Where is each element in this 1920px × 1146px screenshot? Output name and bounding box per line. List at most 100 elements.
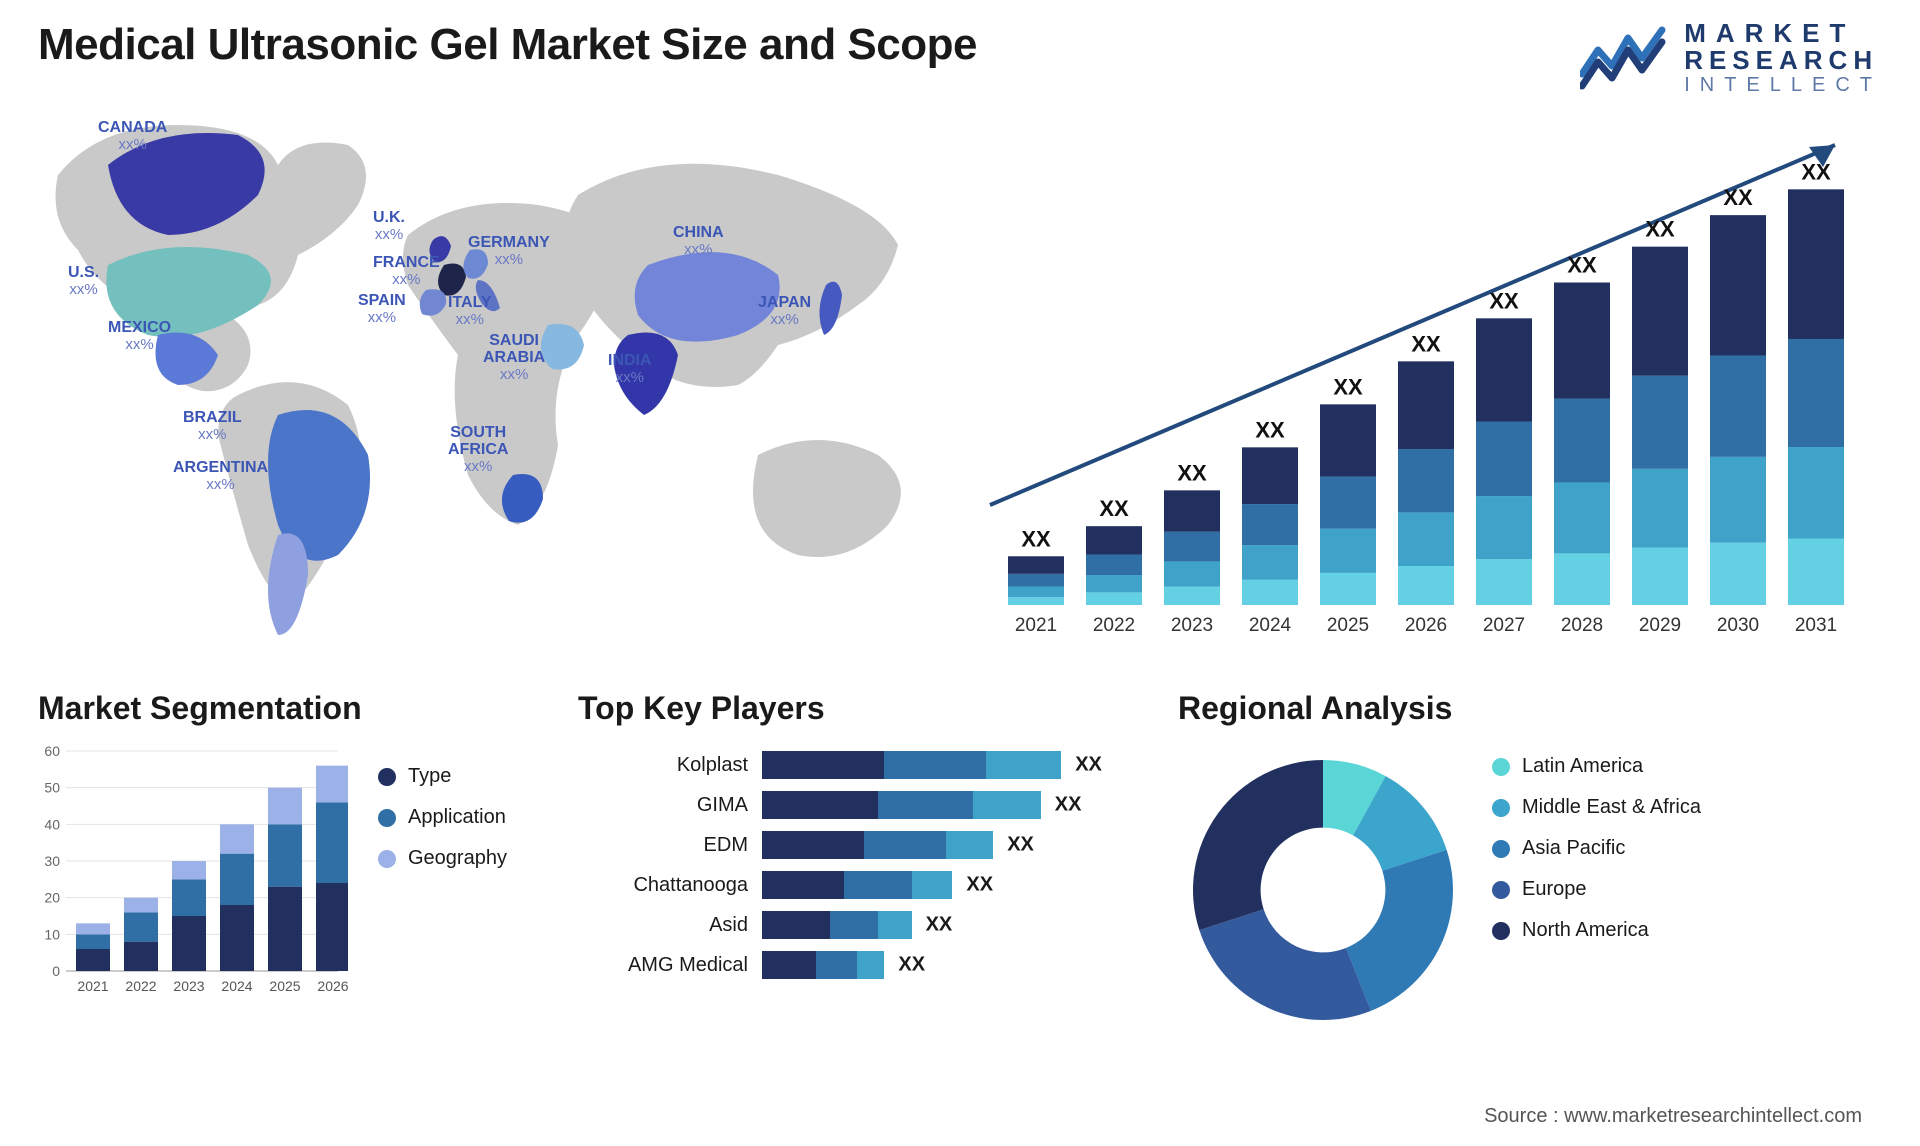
regional-legend: Latin America Middle East & Africa Asia Pa… xyxy=(1492,745,1882,942)
player-value: XX xyxy=(1007,834,1034,857)
svg-text:10: 10 xyxy=(44,926,60,942)
svg-text:2031: 2031 xyxy=(1795,615,1837,635)
map-label-italy: ITALYxx% xyxy=(448,295,492,328)
svg-text:2024: 2024 xyxy=(221,978,252,994)
player-value: XX xyxy=(966,874,993,897)
map-label-canada: CANADAxx% xyxy=(98,120,167,153)
player-row: Kolplast XX xyxy=(578,751,1138,779)
logo-line-3: INTELLECT xyxy=(1684,75,1882,96)
logo-line-2: RESEARCH xyxy=(1684,47,1882,74)
segmentation-legend-item: Type xyxy=(378,765,507,788)
svg-text:2025: 2025 xyxy=(1327,615,1369,635)
player-value: XX xyxy=(898,954,925,977)
svg-text:0: 0 xyxy=(52,963,60,979)
svg-text:XX: XX xyxy=(1489,288,1519,313)
brand-logo: MARKET RESEARCH INTELLECT xyxy=(1580,20,1882,96)
map-label-spain: SPAINxx% xyxy=(358,293,406,326)
regional-title: Regional Analysis xyxy=(1178,690,1882,727)
map-label-france: FRANCExx% xyxy=(373,255,440,288)
regional-legend-item: Latin America xyxy=(1492,755,1882,778)
world-map: CANADAxx% U.S.xx% MEXICOxx% BRAZILxx% ARGENT… xyxy=(38,115,948,655)
map-label-us: U.S.xx% xyxy=(68,265,99,298)
svg-text:2021: 2021 xyxy=(77,978,108,994)
map-label-uk: U.K.xx% xyxy=(373,210,405,243)
map-label-india: INDIAxx% xyxy=(608,353,652,386)
source-line: Source : www.marketresearchintellect.com xyxy=(1484,1105,1862,1128)
player-name: Chattanooga xyxy=(578,874,748,897)
svg-text:XX: XX xyxy=(1021,526,1051,551)
map-label-argentina: ARGENTINAxx% xyxy=(173,460,268,493)
svg-text:2029: 2029 xyxy=(1639,615,1681,635)
svg-text:XX: XX xyxy=(1177,460,1207,485)
players-title: Top Key Players xyxy=(578,690,1138,727)
players-chart: Kolplast XX GIMA XX EDM XX Chattanooga XX Asid XX… xyxy=(578,745,1138,1086)
regional-panel: Regional Analysis Latin America Middle Ea… xyxy=(1178,690,1882,1086)
segmentation-legend-item: Application xyxy=(378,806,507,829)
page-title: Medical Ultrasonic Gel Market Size and S… xyxy=(38,20,977,70)
player-name: AMG Medical xyxy=(578,954,748,977)
svg-text:30: 30 xyxy=(44,853,60,869)
svg-text:XX: XX xyxy=(1801,159,1831,184)
svg-text:2022: 2022 xyxy=(1093,615,1135,635)
player-name: EDM xyxy=(578,834,748,857)
player-row: AMG Medical XX xyxy=(578,951,1138,979)
map-label-japan: JAPANxx% xyxy=(758,295,811,328)
svg-text:20: 20 xyxy=(44,890,60,906)
svg-text:XX: XX xyxy=(1645,217,1675,242)
regional-donut xyxy=(1178,745,1468,1035)
player-value: XX xyxy=(1055,794,1082,817)
player-name: Asid xyxy=(578,914,748,937)
map-label-germany: GERMANYxx% xyxy=(468,235,550,268)
player-value: XX xyxy=(1075,754,1102,777)
player-name: Kolplast xyxy=(578,754,748,777)
map-label-sa: SOUTHAFRICAxx% xyxy=(448,425,508,474)
svg-text:2021: 2021 xyxy=(1015,615,1057,635)
regional-legend-item: Asia Pacific xyxy=(1492,837,1882,860)
forecast-chart: XX 2021 XX 2022 XX 2023 XX 2024 XX 2025 XX 2026 XX 20… xyxy=(980,135,1860,635)
logo-line-1: MARKET xyxy=(1684,20,1882,47)
map-label-china: CHINAxx% xyxy=(673,225,724,258)
player-name: GIMA xyxy=(578,794,748,817)
segmentation-legend: Type Application Geography xyxy=(378,745,507,1086)
svg-text:2022: 2022 xyxy=(125,978,156,994)
segmentation-legend-item: Geography xyxy=(378,847,507,870)
svg-text:2026: 2026 xyxy=(317,978,348,994)
players-panel: Top Key Players KolplastXXGIMAXXEDMXXCha… xyxy=(578,690,1138,1086)
svg-text:XX: XX xyxy=(1411,331,1441,356)
world-map-svg xyxy=(38,115,948,655)
svg-text:2023: 2023 xyxy=(173,978,204,994)
segmentation-panel: Market Segmentation 0 10 20 30 40 50 60 2021 202… xyxy=(38,690,538,1086)
svg-text:XX: XX xyxy=(1099,496,1129,521)
segmentation-title: Market Segmentation xyxy=(38,690,538,727)
logo-mark-icon xyxy=(1580,26,1666,90)
svg-text:60: 60 xyxy=(44,745,60,759)
regional-legend-item: North America xyxy=(1492,919,1882,942)
svg-text:40: 40 xyxy=(44,816,60,832)
svg-text:2027: 2027 xyxy=(1483,615,1525,635)
svg-text:XX: XX xyxy=(1333,374,1363,399)
svg-text:XX: XX xyxy=(1255,417,1285,442)
player-value: XX xyxy=(926,914,953,937)
svg-text:50: 50 xyxy=(44,780,60,796)
map-label-mexico: MEXICOxx% xyxy=(108,320,171,353)
forecast-chart-svg: XX 2021 XX 2022 XX 2023 XX 2024 XX 2025 XX 2026 XX 20… xyxy=(980,135,1860,635)
svg-text:2025: 2025 xyxy=(269,978,300,994)
player-row: EDM XX xyxy=(578,831,1138,859)
svg-text:2028: 2028 xyxy=(1561,615,1603,635)
map-label-saudi: SAUDIARABIAxx% xyxy=(483,333,545,382)
bottom-panels: Market Segmentation 0 10 20 30 40 50 60 2021 202… xyxy=(38,690,1882,1086)
svg-text:XX: XX xyxy=(1567,253,1597,278)
svg-text:2023: 2023 xyxy=(1171,615,1213,635)
player-row: Asid XX xyxy=(578,911,1138,939)
svg-text:2030: 2030 xyxy=(1717,615,1759,635)
svg-text:2024: 2024 xyxy=(1249,615,1292,635)
svg-text:XX: XX xyxy=(1723,185,1753,210)
map-label-brazil: BRAZILxx% xyxy=(183,410,242,443)
regional-legend-item: Middle East & Africa xyxy=(1492,796,1882,819)
segmentation-chart: 0 10 20 30 40 50 60 2021 2022 2023 2024 2025 2026 xyxy=(38,745,348,1045)
svg-text:2026: 2026 xyxy=(1405,615,1447,635)
player-row: GIMA XX xyxy=(578,791,1138,819)
regional-legend-item: Europe xyxy=(1492,878,1882,901)
title-bar: Medical Ultrasonic Gel Market Size and S… xyxy=(38,20,1882,100)
player-row: Chattanooga XX xyxy=(578,871,1138,899)
